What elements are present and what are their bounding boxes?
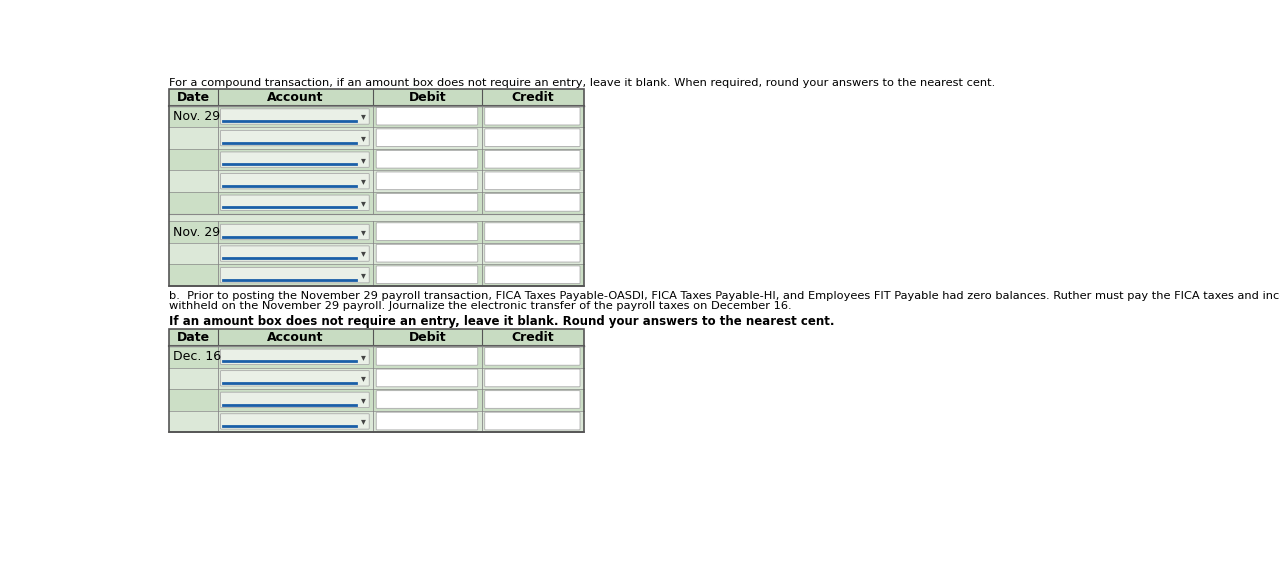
Bar [169,264,584,286]
FancyBboxPatch shape [220,414,369,429]
FancyBboxPatch shape [376,151,477,168]
Bar [169,192,584,213]
FancyBboxPatch shape [220,392,369,408]
Text: ▾: ▾ [361,155,366,165]
Bar [169,127,584,149]
Bar [169,329,584,432]
FancyBboxPatch shape [485,369,580,387]
FancyBboxPatch shape [376,244,477,262]
Bar [169,171,584,192]
FancyBboxPatch shape [376,391,477,408]
FancyBboxPatch shape [485,151,580,168]
Bar [169,329,584,432]
FancyBboxPatch shape [376,193,477,211]
Text: ▾: ▾ [361,352,366,362]
Bar [169,89,584,286]
Text: ▾: ▾ [361,197,366,208]
Bar [169,346,584,367]
FancyBboxPatch shape [376,107,477,125]
FancyBboxPatch shape [220,173,369,189]
Text: For a compound transaction, if an amount box does not require an entry, leave it: For a compound transaction, if an amount… [169,78,996,88]
FancyBboxPatch shape [220,109,369,124]
FancyBboxPatch shape [376,412,477,430]
Bar [169,367,584,389]
FancyBboxPatch shape [485,107,580,125]
Text: ▾: ▾ [361,270,366,280]
FancyBboxPatch shape [485,193,580,211]
Bar [169,411,584,432]
FancyBboxPatch shape [376,369,477,387]
FancyBboxPatch shape [220,224,369,240]
Bar [169,149,584,171]
FancyBboxPatch shape [485,266,580,284]
FancyBboxPatch shape [220,349,369,364]
FancyBboxPatch shape [220,246,369,261]
Text: ▾: ▾ [361,248,366,258]
Text: ▾: ▾ [361,227,366,237]
Bar [169,105,584,127]
Bar [169,213,584,222]
Text: Debit: Debit [408,91,447,104]
Text: ▾: ▾ [361,176,366,186]
FancyBboxPatch shape [376,172,477,190]
Text: Account: Account [268,91,324,104]
Text: b.  Prior to posting the November 29 payroll transaction, FICA Taxes Payable-OAS: b. Prior to posting the November 29 payr… [169,291,1280,301]
Text: ▾: ▾ [361,133,366,143]
FancyBboxPatch shape [220,152,369,168]
FancyBboxPatch shape [485,244,580,262]
Text: Date: Date [177,331,210,344]
Text: Credit: Credit [512,91,554,104]
FancyBboxPatch shape [376,347,477,365]
FancyBboxPatch shape [220,370,369,386]
Text: ▾: ▾ [361,373,366,383]
FancyBboxPatch shape [376,129,477,146]
FancyBboxPatch shape [220,267,369,283]
Text: Account: Account [268,331,324,344]
FancyBboxPatch shape [376,266,477,284]
FancyBboxPatch shape [485,223,580,240]
Text: If an amount box does not require an entry, leave it blank. Round your answers t: If an amount box does not require an ent… [169,315,835,328]
FancyBboxPatch shape [376,223,477,240]
Bar [169,329,584,346]
Bar [169,243,584,264]
Text: Dec. 16: Dec. 16 [173,350,221,363]
FancyBboxPatch shape [485,347,580,365]
Text: Nov. 29: Nov. 29 [173,226,220,239]
FancyBboxPatch shape [485,391,580,408]
FancyBboxPatch shape [485,172,580,190]
Text: Credit: Credit [512,331,554,344]
Text: Date: Date [177,91,210,104]
Bar [169,222,584,243]
Bar [169,89,584,105]
Text: ▾: ▾ [361,111,366,121]
FancyBboxPatch shape [220,130,369,146]
FancyBboxPatch shape [220,195,369,210]
Text: ▾: ▾ [361,395,366,405]
Text: ▾: ▾ [361,417,366,427]
FancyBboxPatch shape [485,412,580,430]
Text: Debit: Debit [408,331,447,344]
Bar [169,89,584,286]
Text: withheld on the November 29 payroll. Journalize the electronic transfer of the p: withheld on the November 29 payroll. Jou… [169,301,792,311]
Text: Nov. 29: Nov. 29 [173,110,220,123]
FancyBboxPatch shape [485,129,580,146]
Bar [169,389,584,411]
